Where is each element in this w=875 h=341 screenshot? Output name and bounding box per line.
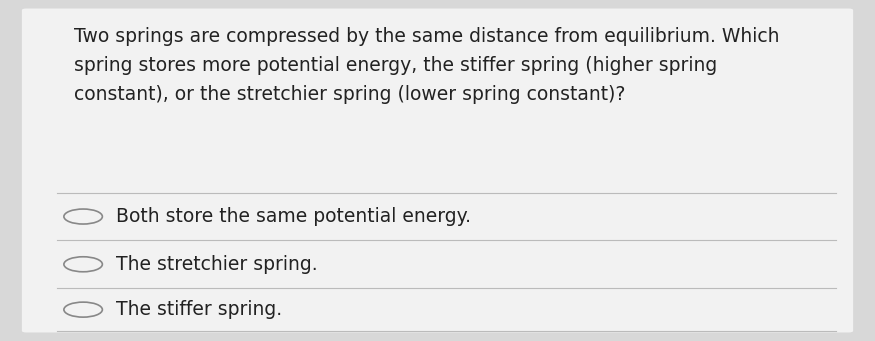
Text: Both store the same potential energy.: Both store the same potential energy. xyxy=(116,207,471,226)
Text: The stretchier spring.: The stretchier spring. xyxy=(116,255,317,274)
Text: Two springs are compressed by the same distance from equilibrium. Which
spring s: Two springs are compressed by the same d… xyxy=(74,27,780,104)
Text: The stiffer spring.: The stiffer spring. xyxy=(116,300,282,319)
